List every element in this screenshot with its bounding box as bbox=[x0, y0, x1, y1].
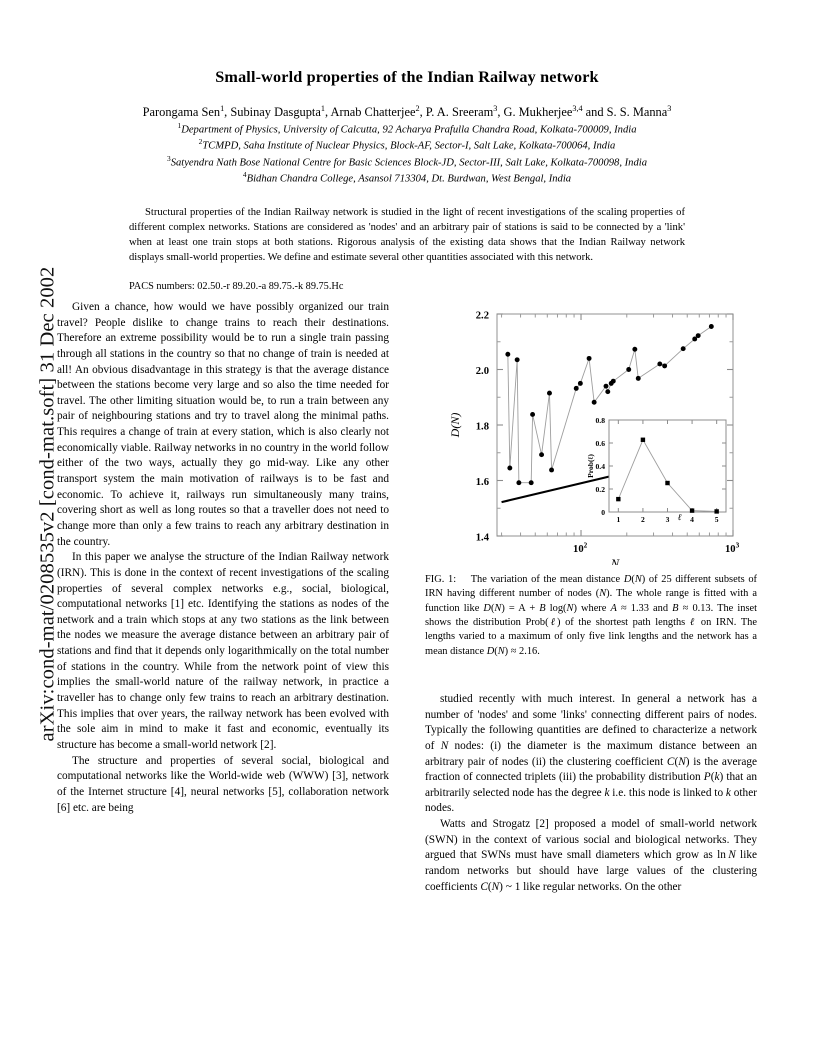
x-tick-label: 102 bbox=[573, 542, 588, 556]
data-point bbox=[695, 333, 701, 339]
y-axis-label: D(N) bbox=[448, 413, 462, 439]
figure-svg: 1.4 1.6 1.8 2.0 2.2 102 103 N D(N) 0 0.2 0.4 0.6 0.8 1… bbox=[448, 311, 740, 565]
paragraph-watts-strogatz: Watts and Strogatz [2] proposed a model … bbox=[425, 818, 757, 893]
inset-x-tick-label: 5 bbox=[715, 515, 719, 524]
x-tick-label: 103 bbox=[725, 542, 740, 556]
inset-data-point bbox=[640, 437, 646, 442]
left-column: Given a chance, how would we have possib… bbox=[57, 300, 389, 816]
paragraph-analysis: In this paper we analyse the structure o… bbox=[57, 551, 389, 751]
figure-caption: FIG. 1: The variation of the mean distan… bbox=[425, 573, 757, 659]
affiliation-1: 1Department of Physics, University of Ca… bbox=[177, 120, 637, 136]
y-tick-label: 1.6 bbox=[476, 477, 489, 488]
data-point bbox=[549, 467, 555, 473]
paragraph-definitions: studied recently with much interest. In … bbox=[425, 693, 758, 815]
inset-x-tick-label: 3 bbox=[666, 515, 670, 524]
data-point bbox=[547, 390, 552, 396]
affiliation-4: 4Bidhan Chandra College, Asansol 713304,… bbox=[242, 170, 572, 185]
inset-y-tick-label: 0.2 bbox=[596, 485, 606, 494]
affiliation-2: 2TCMPD, Saha Institute of Nuclear Physic… bbox=[198, 137, 616, 152]
data-point bbox=[539, 452, 545, 458]
figure-caption-text: The variation of the mean distance D(N) … bbox=[425, 574, 758, 657]
inset-x-axis-label: ℓ bbox=[678, 512, 682, 522]
inset-data-point bbox=[714, 509, 719, 514]
data-point bbox=[662, 363, 668, 369]
data-point bbox=[507, 465, 513, 471]
data-point bbox=[635, 375, 641, 381]
data-point bbox=[514, 357, 520, 363]
data-point bbox=[530, 412, 536, 417]
abstract: Structural properties of the Indian Rail… bbox=[129, 206, 685, 264]
inset-data-point bbox=[689, 508, 695, 513]
affiliation-3: 3Satyendra Nath Bose National Centre for… bbox=[166, 153, 647, 169]
body-columns: Given a chance, how would we have possib… bbox=[57, 300, 757, 1000]
data-point bbox=[626, 367, 632, 372]
inset-y-tick-label: 0 bbox=[601, 508, 605, 517]
inset-y-tick-label: 0.4 bbox=[596, 462, 606, 471]
data-point bbox=[708, 324, 714, 329]
data-point bbox=[605, 389, 611, 395]
data-point bbox=[573, 385, 579, 391]
data-point bbox=[516, 480, 522, 486]
data-point bbox=[586, 355, 592, 361]
paragraph-intro: Given a chance, how would we have possib… bbox=[57, 301, 389, 548]
paper-page: Small-world properties of the Indian Rai… bbox=[57, 0, 757, 1056]
figure-label: FIG. 1: bbox=[425, 574, 457, 585]
plot-area: 1.4 1.6 1.8 2.0 2.2 102 103 N D(N) 0 0.2 0.4 0.6 0.8 1… bbox=[441, 300, 741, 565]
x-axis-label: N bbox=[610, 557, 620, 565]
y-tick-label: 2.2 bbox=[476, 311, 489, 322]
data-point bbox=[528, 480, 534, 486]
y-tick-label: 1.4 bbox=[476, 533, 490, 544]
data-point bbox=[577, 380, 583, 386]
inset-y-axis-label: Prob(ℓ) bbox=[586, 454, 595, 478]
inset-y-tick-label: 0.8 bbox=[596, 416, 606, 425]
y-tick-label: 2.0 bbox=[476, 366, 489, 377]
inset-y-tick-label: 0.6 bbox=[596, 439, 606, 448]
data-point bbox=[591, 399, 597, 405]
author-list: Parongama Sen1, Subinay Dasgupta1, Arnab… bbox=[142, 104, 672, 120]
data-point bbox=[632, 346, 638, 352]
data-point bbox=[610, 378, 616, 384]
y-tick-label: 1.8 bbox=[476, 422, 489, 433]
data-point bbox=[692, 336, 698, 342]
inset-plot-frame bbox=[608, 419, 727, 513]
inset-x-tick-label: 2 bbox=[641, 515, 645, 524]
figure-1: 1.4 1.6 1.8 2.0 2.2 102 103 N D(N) 0 0.2 0.4 0.6 0.8 1… bbox=[425, 300, 757, 659]
inset-data-point bbox=[665, 480, 670, 486]
data-point bbox=[603, 383, 609, 389]
right-column: studied recently with much interest. In … bbox=[425, 692, 757, 895]
data-point bbox=[505, 351, 511, 357]
page-title: Small-world properties of the Indian Rai… bbox=[215, 68, 599, 86]
pacs-numbers: PACS numbers: 02.50.-r 89.20.-a 89.75.-k… bbox=[129, 281, 344, 293]
data-point bbox=[657, 361, 663, 367]
paragraph-networks: The structure and properties of several … bbox=[57, 754, 389, 814]
inset-x-tick-label: 4 bbox=[690, 515, 694, 524]
inset-data-point bbox=[616, 496, 621, 502]
data-point bbox=[680, 346, 686, 352]
inset-x-tick-label: 1 bbox=[616, 515, 620, 524]
